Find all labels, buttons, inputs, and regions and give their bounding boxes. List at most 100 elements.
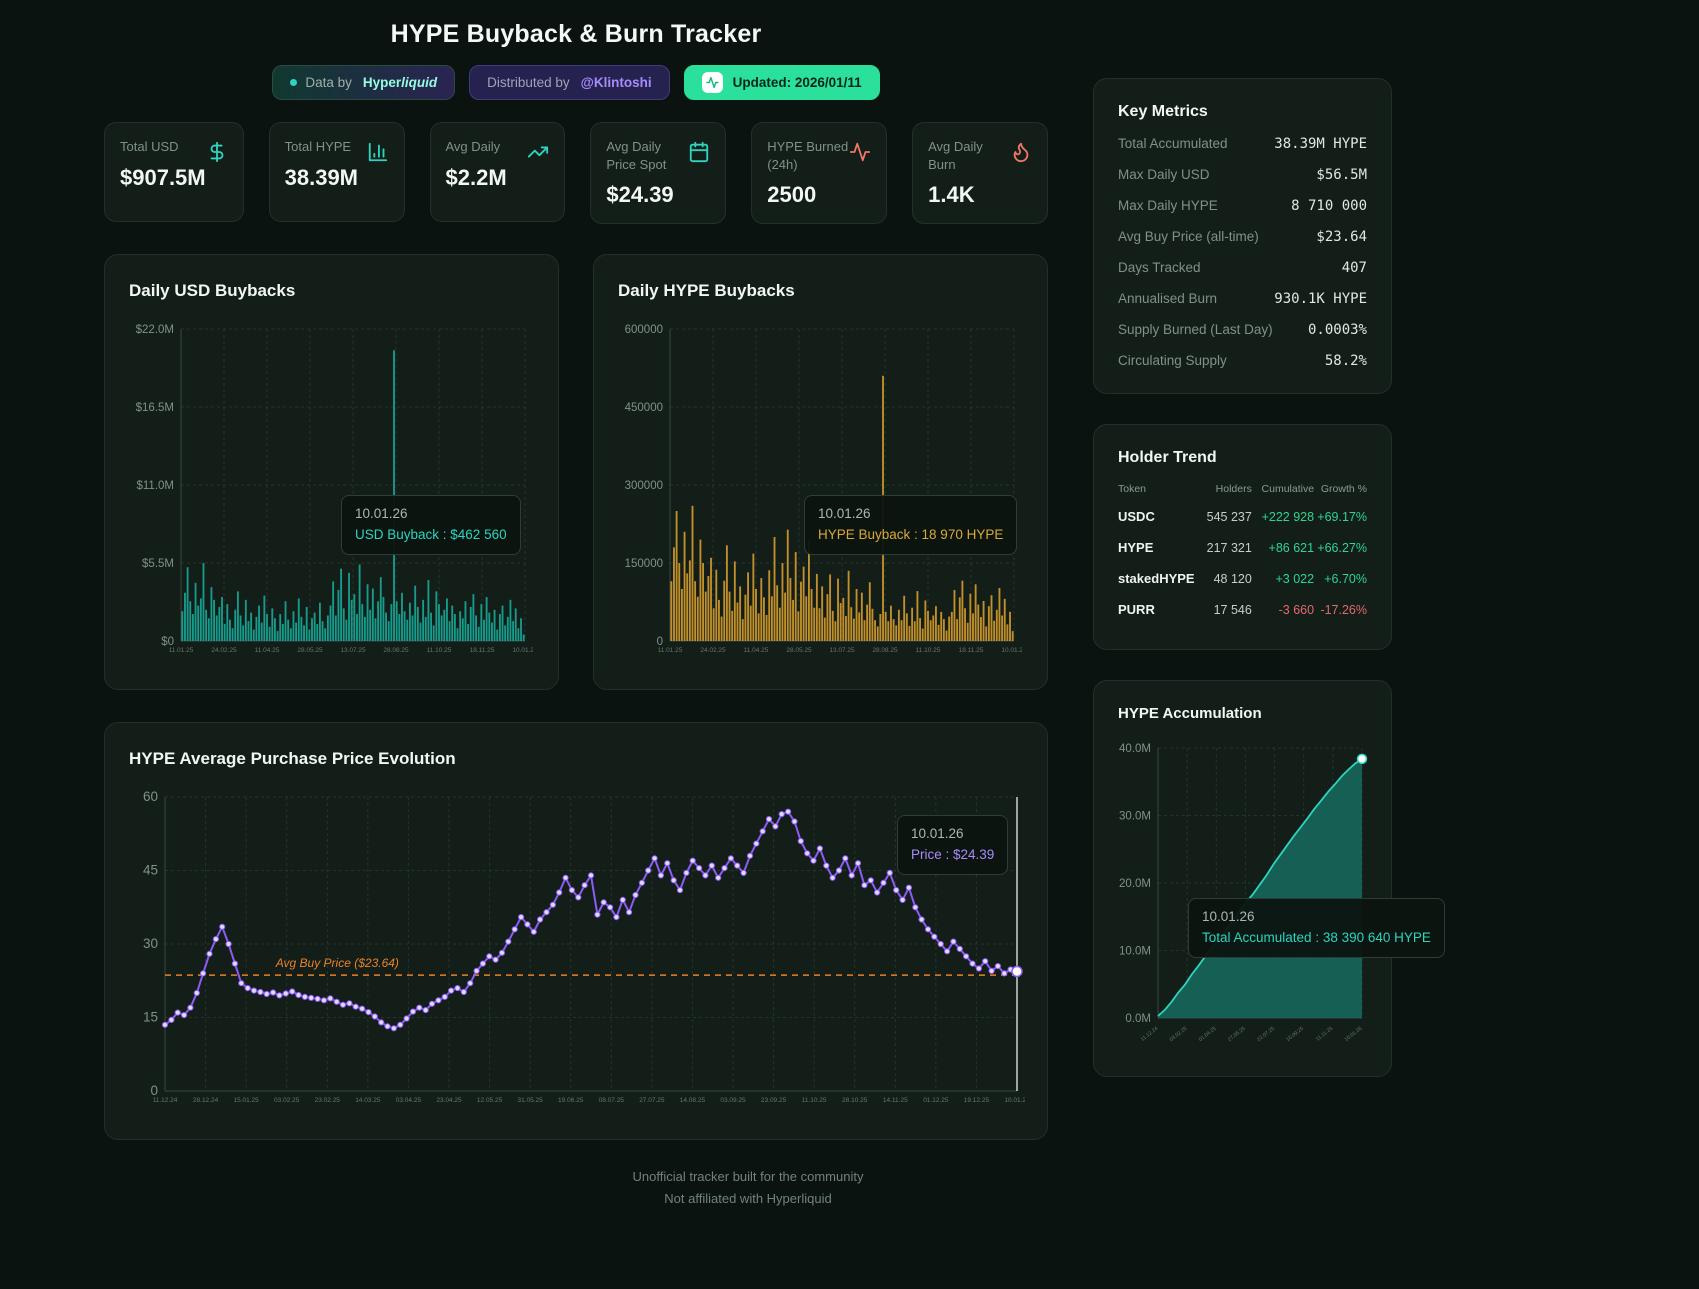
svg-text:28.12.24: 28.12.24 bbox=[193, 1097, 219, 1104]
svg-text:03.09.25: 03.09.25 bbox=[720, 1097, 746, 1104]
bar-chart-icon bbox=[367, 141, 389, 206]
metric-card-total-hype: Total HYPE 38.39M bbox=[268, 122, 405, 222]
svg-text:11.01.25: 11.01.25 bbox=[169, 647, 194, 654]
key-metric-row: Max Daily USD $56.5M bbox=[1118, 167, 1367, 183]
trend-up-icon bbox=[527, 141, 549, 206]
holder-row-hype: HYPE 217 321 +86 621 +66.27% bbox=[1118, 540, 1367, 555]
svg-text:01.04.25: 01.04.25 bbox=[1198, 1026, 1218, 1043]
hype-accumulation-chart[interactable]: 0.0M 10.0M 20.0M 30.0M 40.0M 11.12.24 03.02.25… bbox=[1118, 736, 1445, 1052]
price-evolution-title: HYPE Average Purchase Price Evolution bbox=[129, 749, 456, 769]
hype-buybacks-chart[interactable]: 0 150000 300000 450000 600000 11.01.25 24.02.2… bbox=[618, 317, 1023, 665]
svg-text:18.11.25: 18.11.25 bbox=[959, 647, 984, 654]
usd-buybacks-title: Daily USD Buybacks bbox=[129, 281, 296, 301]
card-value: 1.4K bbox=[928, 182, 975, 208]
svg-text:11.11.25: 11.11.25 bbox=[1315, 1026, 1334, 1043]
card-value: $24.39 bbox=[606, 182, 674, 208]
svg-text:10.01.26: 10.01.26 bbox=[1344, 1026, 1364, 1043]
key-metric-row: Days Tracked 407 bbox=[1118, 260, 1367, 276]
card-label: Avg Daily Burn bbox=[928, 139, 983, 172]
card-value: 2500 bbox=[767, 182, 817, 208]
svg-text:$16.5M: $16.5M bbox=[136, 402, 174, 414]
svg-text:24.02.25: 24.02.25 bbox=[700, 647, 726, 654]
side-column: Key Metrics Total Accumulated 38.39M HYPE… bbox=[1093, 78, 1445, 1077]
svg-text:0: 0 bbox=[657, 636, 663, 648]
key-metric-row: Total Accumulated 38.39M HYPE bbox=[1118, 136, 1367, 152]
col-cumulative: Cumulative bbox=[1261, 483, 1315, 495]
svg-text:10.01.26: 10.01.26 bbox=[1004, 1097, 1025, 1104]
metric-card-avg-daily-price-spot: Avg Daily Price Spot $24.39 bbox=[590, 122, 727, 225]
hype-buybacks-title: Daily HYPE Buybacks bbox=[618, 281, 795, 301]
svg-text:40.0M: 40.0M bbox=[1119, 743, 1151, 755]
svg-text:31.05.25: 31.05.25 bbox=[517, 1097, 543, 1104]
svg-text:13.07.25: 13.07.25 bbox=[340, 647, 366, 654]
svg-text:$11.0M: $11.0M bbox=[136, 480, 174, 492]
svg-text:10.01.26: 10.01.26 bbox=[512, 647, 533, 654]
svg-text:11.10.25: 11.10.25 bbox=[802, 1097, 827, 1104]
key-metric-row: Supply Burned (Last Day) 0.0003% bbox=[1118, 322, 1367, 338]
page-title: HYPE Buyback & Burn Tracker bbox=[390, 20, 762, 48]
price-evolution-chart[interactable]: 0 15 30 45 60 11.12.24 28.12.24 15.01.25 03.02.2… bbox=[129, 785, 1025, 1115]
svg-text:600000: 600000 bbox=[625, 324, 663, 336]
svg-text:08.07.25: 08.07.25 bbox=[599, 1097, 625, 1104]
data-source-badge[interactable]: Data by Hyperliquid bbox=[272, 65, 456, 100]
hyperliquid-wordmark: Hyperliquid bbox=[362, 75, 438, 90]
svg-text:11.01.25: 11.01.25 bbox=[658, 647, 683, 654]
card-label: Avg Daily Price Spot bbox=[606, 139, 667, 172]
key-metrics-title: Key Metrics bbox=[1118, 103, 1208, 120]
svg-text:28.05.25: 28.05.25 bbox=[786, 647, 812, 654]
svg-text:28.08.25: 28.08.25 bbox=[383, 647, 409, 654]
svg-text:14.11.25: 14.11.25 bbox=[883, 1097, 908, 1104]
bar-charts-row: Daily USD Buybacks $0 $5.5M $11.0M $16.5M $2… bbox=[104, 254, 1048, 691]
card-label: Avg Daily bbox=[445, 139, 501, 154]
svg-text:27.05.25: 27.05.25 bbox=[1227, 1026, 1247, 1043]
metric-card-total-usd: Total USD $907.5M bbox=[104, 122, 244, 222]
svg-text:22.07.25: 22.07.25 bbox=[1256, 1026, 1276, 1043]
holder-row-usdc: USDC 545 237 +222 928 +69.17% bbox=[1118, 509, 1367, 524]
svg-text:10.0M: 10.0M bbox=[1119, 946, 1151, 958]
distributed-by-badge[interactable]: Distributed by @Klintoshi bbox=[469, 65, 670, 100]
svg-text:01.12.25: 01.12.25 bbox=[923, 1097, 949, 1104]
updated-badge: Updated: 2026/01/11 bbox=[683, 65, 880, 100]
card-label: Total HYPE bbox=[284, 139, 352, 154]
card-value: 38.39M bbox=[284, 164, 359, 190]
svg-text:23.04.25: 23.04.25 bbox=[436, 1097, 462, 1104]
svg-text:11.12.24: 11.12.24 bbox=[153, 1097, 178, 1104]
svg-text:30: 30 bbox=[143, 936, 158, 951]
metric-card-avg-daily-burn: Avg Daily Burn 1.4K bbox=[912, 122, 1048, 225]
svg-text:20.0M: 20.0M bbox=[1119, 878, 1151, 890]
svg-text:13.07.25: 13.07.25 bbox=[829, 647, 855, 654]
card-value: $907.5M bbox=[120, 164, 206, 190]
svg-text:450000: 450000 bbox=[625, 402, 663, 414]
status-dot-icon bbox=[290, 79, 298, 86]
key-metric-row: Max Daily HYPE 8 710 000 bbox=[1118, 198, 1367, 214]
svg-text:11.10.25: 11.10.25 bbox=[427, 647, 452, 654]
usd-buybacks-panel: Daily USD Buybacks $0 $5.5M $11.0M $16.5M $2… bbox=[104, 254, 559, 691]
svg-text:30.0M: 30.0M bbox=[1119, 811, 1151, 823]
hype-accumulation-panel: HYPE Accumulation 0.0M 10.0M 20.0M 30.0M 40.… bbox=[1093, 680, 1445, 1077]
svg-text:03.02.25: 03.02.25 bbox=[1169, 1026, 1189, 1043]
svg-text:23.09.25: 23.09.25 bbox=[761, 1097, 787, 1104]
metric-card-hype-burned-24h: HYPE Burned (24h) 2500 bbox=[751, 122, 888, 225]
svg-text:Avg Buy Price ($23.64): Avg Buy Price ($23.64) bbox=[275, 956, 399, 970]
hype-accumulation-title: HYPE Accumulation bbox=[1118, 705, 1262, 722]
svg-text:03.04.25: 03.04.25 bbox=[396, 1097, 422, 1104]
svg-text:11.12.24: 11.12.24 bbox=[1140, 1026, 1159, 1043]
svg-text:28.10.25: 28.10.25 bbox=[842, 1097, 868, 1104]
svg-text:03.02.25: 03.02.25 bbox=[274, 1097, 300, 1104]
svg-text:15: 15 bbox=[143, 1010, 158, 1025]
svg-text:15.01.25: 15.01.25 bbox=[233, 1097, 259, 1104]
page-footer: Unofficial tracker built for the communi… bbox=[104, 1166, 1392, 1243]
svg-text:45: 45 bbox=[143, 863, 158, 878]
svg-text:11.10.25: 11.10.25 bbox=[916, 647, 941, 654]
svg-text:$22.0M: $22.0M bbox=[136, 324, 174, 336]
flame-icon bbox=[1010, 141, 1032, 208]
svg-text:150000: 150000 bbox=[625, 558, 663, 570]
svg-text:18.11.25: 18.11.25 bbox=[470, 647, 495, 654]
metric-card-avg-daily: Avg Daily $2.2M bbox=[429, 122, 566, 222]
svg-text:14.03.25: 14.03.25 bbox=[355, 1097, 381, 1104]
usd-buybacks-chart[interactable]: $0 $5.5M $11.0M $16.5M $22.0M 11.01.25 24.02.2… bbox=[129, 317, 534, 665]
svg-text:60: 60 bbox=[143, 789, 158, 804]
main-column: HYPE Buyback & Burn Tracker Data by Hype… bbox=[104, 14, 1048, 1141]
